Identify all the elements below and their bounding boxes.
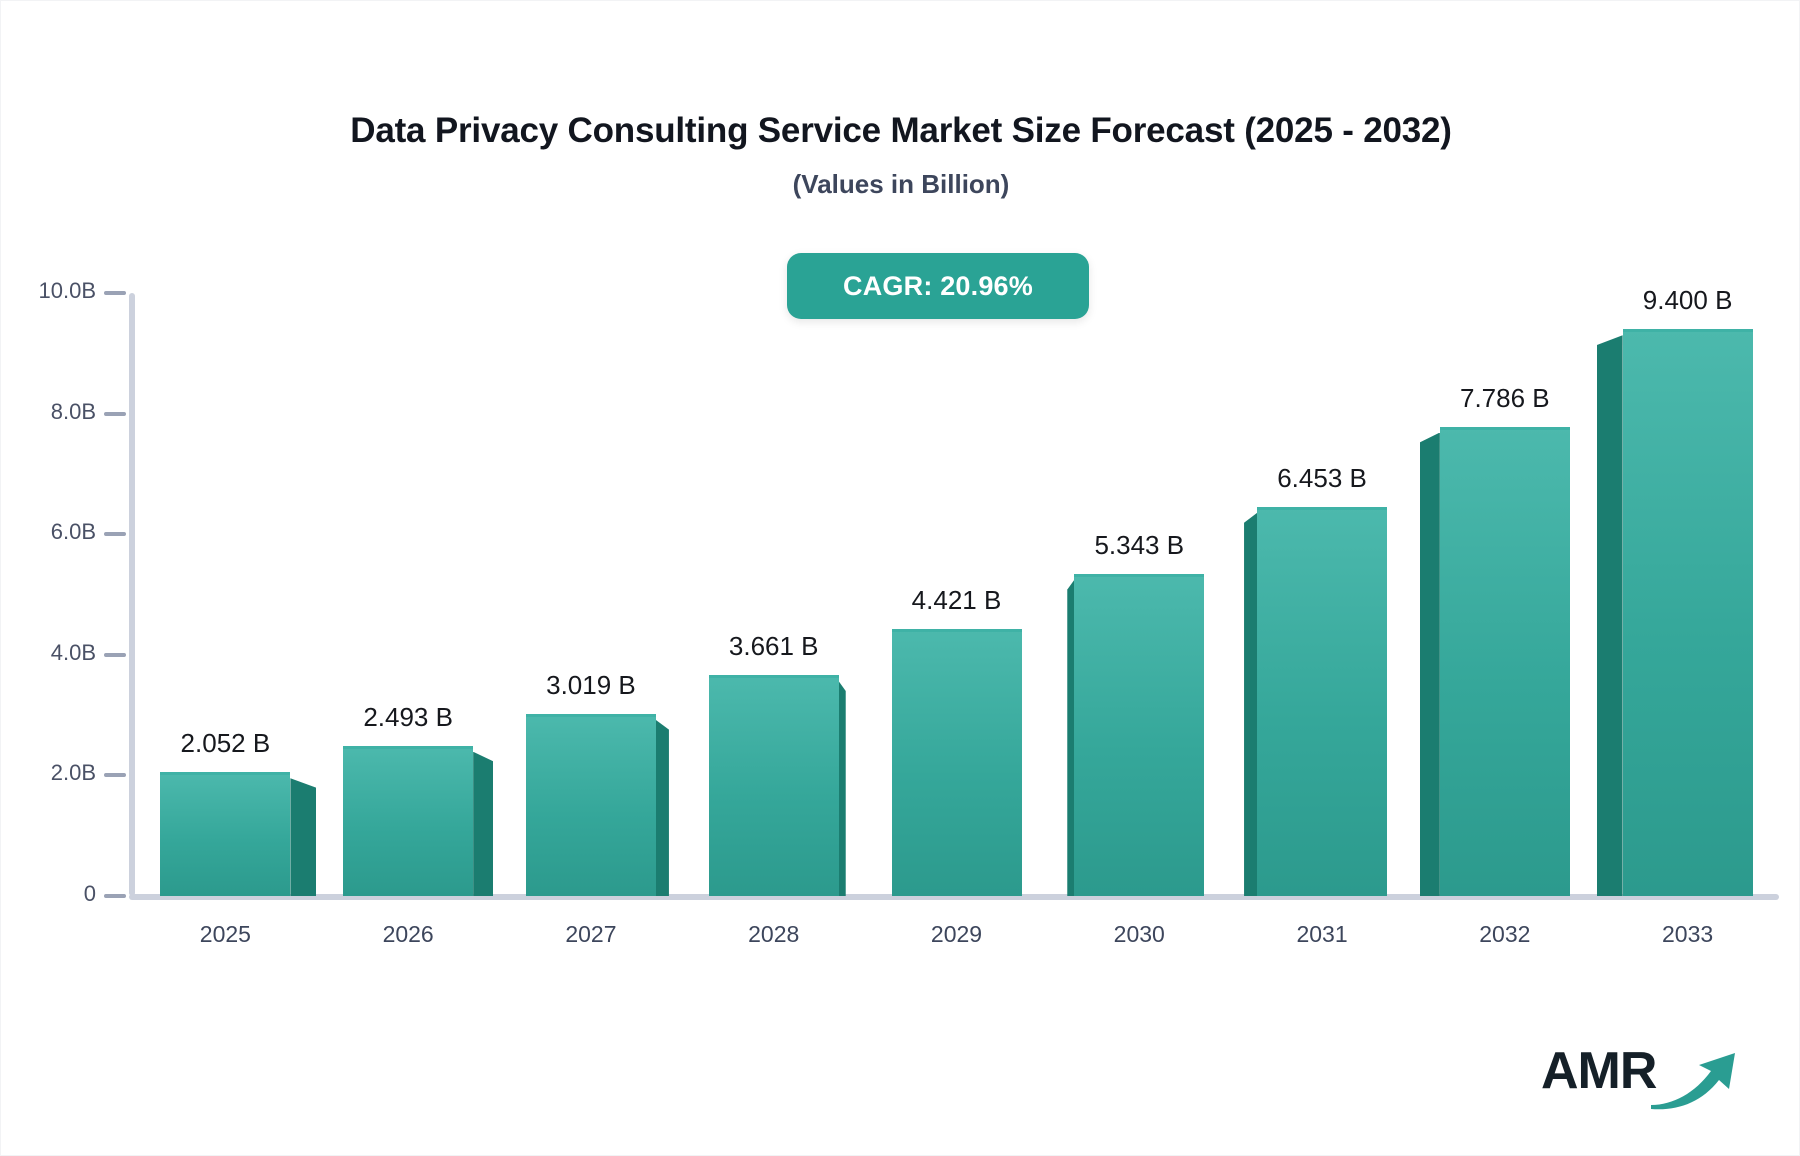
y-tick-mark bbox=[104, 291, 126, 295]
bar-side-face bbox=[1419, 432, 1440, 896]
bar-value-label: 3.661 B bbox=[728, 631, 819, 662]
y-tick-mark bbox=[104, 773, 126, 778]
bar-top-cap bbox=[525, 713, 656, 717]
y-axis-line bbox=[129, 293, 135, 896]
bar-top-cap bbox=[708, 675, 839, 679]
amr-logo-text: AMR bbox=[1541, 1042, 1657, 1100]
y-tick-label: 0 bbox=[83, 881, 96, 906]
bar-2030[interactable] bbox=[134, 293, 1779, 896]
bar-2031[interactable] bbox=[134, 293, 1779, 896]
x-axis-line bbox=[129, 894, 1779, 900]
x-tick-label-2031: 2031 bbox=[1296, 921, 1348, 947]
bar-front-face bbox=[343, 745, 474, 896]
bar-front-face bbox=[1439, 426, 1570, 896]
bar-value-label: 6.453 B bbox=[1277, 462, 1367, 493]
bar-side-face bbox=[1244, 512, 1258, 896]
y-tick-mark bbox=[104, 411, 126, 416]
bar-top-cap bbox=[891, 629, 1022, 633]
bar-2029[interactable] bbox=[134, 293, 1779, 896]
bar-value-label: 2.493 B bbox=[363, 701, 453, 732]
bar-front-face bbox=[891, 629, 1022, 896]
y-tick-label: 6.0B bbox=[50, 519, 96, 545]
bar-front-face bbox=[160, 772, 291, 896]
bar-value-label: 5.343 B bbox=[1094, 529, 1185, 560]
bar-value-label: 7.786 B bbox=[1460, 382, 1550, 413]
x-tick-label-2026: 2026 bbox=[382, 921, 434, 947]
bar-value-label: 9.400 B bbox=[1642, 285, 1733, 316]
x-tick-label-2032: 2032 bbox=[1479, 921, 1531, 947]
x-tick-label-2029: 2029 bbox=[930, 921, 983, 947]
bar-side-face bbox=[1596, 335, 1623, 896]
bar-2027[interactable] bbox=[134, 293, 1779, 896]
bar-side-face bbox=[655, 719, 669, 896]
x-tick-label-2027: 2027 bbox=[565, 921, 617, 947]
bar-2026[interactable] bbox=[134, 293, 1779, 896]
plot-area bbox=[134, 293, 1779, 896]
x-tick-label-2025: 2025 bbox=[199, 921, 251, 947]
bar-top-cap bbox=[1074, 573, 1205, 577]
y-tick-label: 2.0B bbox=[50, 760, 96, 786]
bar-top-cap bbox=[343, 745, 474, 749]
bar-2028[interactable] bbox=[134, 293, 1779, 896]
y-tick-label: 10.0B bbox=[38, 278, 97, 303]
bar-value-label: 3.019 B bbox=[546, 669, 636, 700]
y-tick-mark bbox=[104, 532, 126, 537]
x-tick-label-2033: 2033 bbox=[1662, 921, 1714, 947]
growth-arrow-icon bbox=[1651, 1053, 1735, 1110]
cagr-badge: CAGR: 20.96% bbox=[787, 253, 1089, 319]
bar-top-cap bbox=[160, 772, 291, 776]
y-tick-mark bbox=[104, 894, 126, 898]
bar-front-face bbox=[1074, 573, 1205, 896]
bar-2025[interactable] bbox=[134, 293, 1779, 896]
bar-side-face bbox=[290, 778, 317, 896]
bar-2032[interactable] bbox=[134, 293, 1779, 896]
bar-side-face bbox=[1067, 579, 1075, 896]
bar-top-cap bbox=[1439, 426, 1570, 430]
cagr-badge-label: CAGR: 20.96% bbox=[843, 270, 1033, 301]
y-tick-label: 8.0B bbox=[50, 398, 96, 424]
page-title: Data Privacy Consulting Service Market S… bbox=[350, 111, 1452, 150]
bar-2033[interactable] bbox=[134, 293, 1779, 896]
bar-front-face bbox=[525, 713, 656, 896]
x-tick-label-2030: 2030 bbox=[1113, 921, 1165, 947]
bar-top-cap bbox=[1622, 329, 1753, 333]
bar-top-cap bbox=[1257, 506, 1388, 510]
bar-side-face bbox=[838, 681, 846, 896]
bar-value-label: 2.052 B bbox=[180, 728, 271, 759]
bar-value-label: 4.421 B bbox=[911, 585, 1002, 616]
bar-side-face bbox=[473, 751, 494, 896]
y-tick-label: 4.0B bbox=[50, 639, 96, 665]
bar-front-face bbox=[1622, 329, 1753, 896]
x-tick-label-2028: 2028 bbox=[748, 921, 800, 947]
amr-logo: AMR bbox=[1541, 1041, 1735, 1111]
y-tick-mark bbox=[104, 652, 126, 657]
bar-front-face bbox=[708, 675, 839, 896]
bar-front-face bbox=[1257, 506, 1388, 896]
chart-subtitle: (Values in Billion) bbox=[792, 169, 1010, 199]
